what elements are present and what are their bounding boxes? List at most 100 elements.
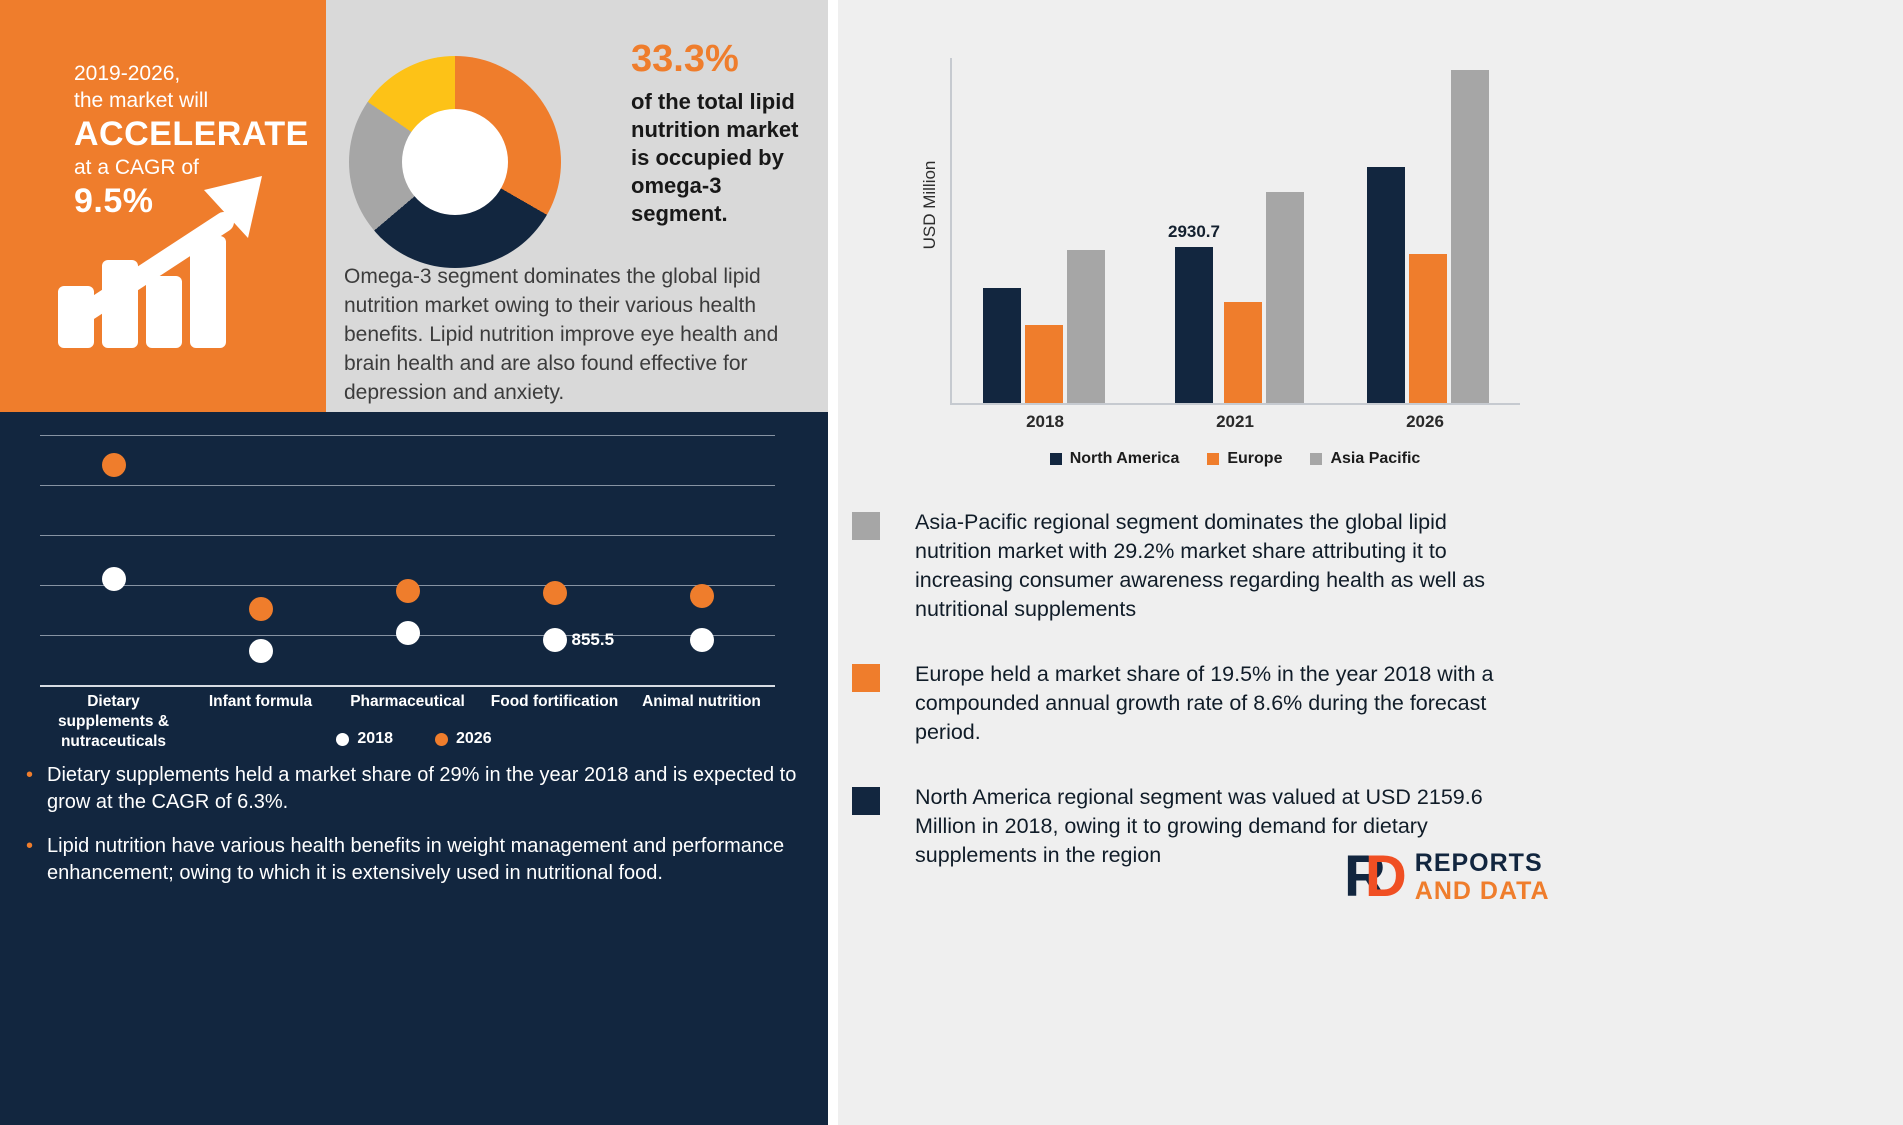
note-text: Dietary supplements held a market share … [47, 764, 797, 813]
bar-Europe [1025, 58, 1064, 403]
donut-hole [402, 109, 508, 215]
legend-item-Asia Pacific: Asia Pacific [1310, 450, 1420, 468]
dot-2018 [101, 566, 126, 591]
bar-rect [1408, 253, 1447, 403]
insight-item: Europe held a market share of 19.5% in t… [852, 660, 1530, 747]
legend-label: 2018 [357, 730, 393, 747]
omega-stat-value: 33.3% [631, 38, 739, 80]
dot-plot-legend: 2018 2026 [0, 730, 828, 748]
insight-item: North America regional segment was value… [852, 783, 1530, 870]
dot-2026 [395, 578, 420, 603]
legend-dot-icon [435, 732, 448, 746]
bar-Asia Pacific [1067, 58, 1106, 403]
bar-North America [983, 58, 1022, 403]
legend-item-Europe: Europe [1207, 450, 1282, 468]
insight-text: Europe held a market share of 19.5% in t… [915, 662, 1494, 744]
bar-rect [1265, 192, 1304, 403]
dot-2018 [248, 638, 273, 663]
bar-group-2018 [983, 58, 1106, 403]
category-label: Pharmaceutical [350, 693, 465, 710]
category-label: Animal nutrition [642, 693, 761, 710]
dot-2018 [395, 621, 420, 646]
dot-plot-categories: Dietary supplements & nutraceuticals Infa… [40, 692, 775, 752]
bar-rect [1174, 247, 1213, 403]
bar-rect [1366, 166, 1405, 403]
bar-rect [1025, 325, 1064, 403]
gridline [40, 435, 775, 436]
note-text: Lipid nutrition have various health bene… [47, 835, 785, 884]
bar-rect [1450, 70, 1489, 403]
gridline [40, 485, 775, 486]
dot-plot-area: 855.5 [40, 435, 775, 687]
legend-label: Asia Pacific [1330, 450, 1421, 467]
gridline [40, 535, 775, 536]
y-axis-label: USD Million [920, 160, 939, 250]
x-tick-label: 2026 [1406, 412, 1444, 431]
intro-text: the market will [74, 89, 209, 112]
bullet-icon: • [26, 764, 34, 786]
regional-panel: USD Million 2930.7 2018 2021 2026 North Am… [838, 0, 1903, 1125]
insight-text: North America regional segment was value… [915, 785, 1483, 867]
bar-chart-plot: 2930.7 [950, 58, 1520, 405]
category-label: Food fortification [490, 693, 619, 710]
bar-North America [1366, 58, 1405, 403]
logo-mark-r: R [1344, 844, 1386, 909]
omega-body-text: Omega-3 segment dominates the global lip… [344, 265, 779, 404]
accelerate-keyword: ACCELERATE [74, 115, 309, 153]
bar-x-axis-labels: 2018 2021 2026 [950, 412, 1520, 432]
growth-chart-arrow-icon [56, 166, 268, 348]
logo-name-line1: REPORTS [1414, 849, 1543, 877]
insight-square-north-america [852, 787, 880, 815]
logo-mark-d: D [1364, 844, 1407, 909]
accelerate-text-block: 2019-2026, the market will ACCELERATE at… [74, 60, 309, 221]
note-item: • Dietary supplements held a market shar… [26, 762, 804, 816]
bar-Europe [1223, 58, 1262, 403]
legend-dot-icon [336, 732, 350, 746]
bar-North America: 2930.7 [1168, 58, 1220, 403]
legend-item-2018: 2018 [336, 730, 393, 748]
bar-Asia Pacific [1265, 58, 1304, 403]
dot-2018 [542, 628, 567, 653]
dot-2018 [689, 628, 714, 653]
dot-2026 [248, 596, 273, 621]
bar-chart-legend: North America Europe Asia Pacific [878, 450, 1592, 468]
cagr-value: 9.5% [74, 182, 154, 220]
bar-rect [1223, 301, 1262, 403]
dot-2026 [689, 583, 714, 608]
x-tick-label: 2018 [1026, 412, 1064, 431]
dot-value-label: 855.5 [571, 630, 615, 650]
bar-group-2021: 2930.7 [1168, 58, 1304, 403]
logo-name-line2: AND DATA [1414, 877, 1550, 905]
logo-text: REPORTS AND DATA [1415, 849, 1550, 905]
legend-square-icon [1207, 453, 1220, 465]
insight-item: Asia-Pacific regional segment dominates … [852, 508, 1530, 624]
dot-2026 [101, 453, 126, 478]
period-text: 2019-2026, [74, 62, 181, 85]
notes-list: • Dietary supplements held a market shar… [26, 762, 804, 904]
legend-item-2026: 2026 [435, 730, 492, 748]
x-tick-label: 2021 [1216, 412, 1254, 431]
bullet-icon: • [26, 835, 34, 857]
category-label: Infant formula [208, 693, 313, 710]
category-label: Dietary supplements & nutraceuticals [57, 693, 170, 750]
bar-Asia Pacific [1450, 58, 1489, 403]
bar-group-2026 [1366, 58, 1489, 403]
legend-label: Europe [1227, 450, 1283, 467]
gridline [40, 685, 775, 687]
bar-value-label: 2930.7 [1167, 222, 1220, 242]
legend-label: North America [1069, 450, 1180, 467]
regional-insights: Asia-Pacific regional segment dominates … [852, 508, 1530, 906]
reports-and-data-logo: RD REPORTS AND DATA [1344, 848, 1550, 906]
legend-square-icon [1310, 453, 1323, 465]
omega-stat-caption: of the total lipid nutrition market is o… [631, 89, 799, 226]
omega-panel: 33.3% of the total lipid nutrition marke… [326, 0, 828, 412]
dot-2026 [542, 580, 567, 605]
legend-square-icon [1049, 453, 1062, 465]
cagr-label: at a CAGR of [74, 156, 199, 179]
insight-text: Asia-Pacific regional segment dominates … [915, 510, 1486, 621]
segment-dot-plot-panel: 855.5 Dietary supplements & nutraceutica… [0, 412, 828, 1125]
insight-square-europe [852, 664, 880, 692]
legend-item-North America: North America [1049, 450, 1180, 468]
note-item: • Lipid nutrition have various health be… [26, 833, 804, 887]
